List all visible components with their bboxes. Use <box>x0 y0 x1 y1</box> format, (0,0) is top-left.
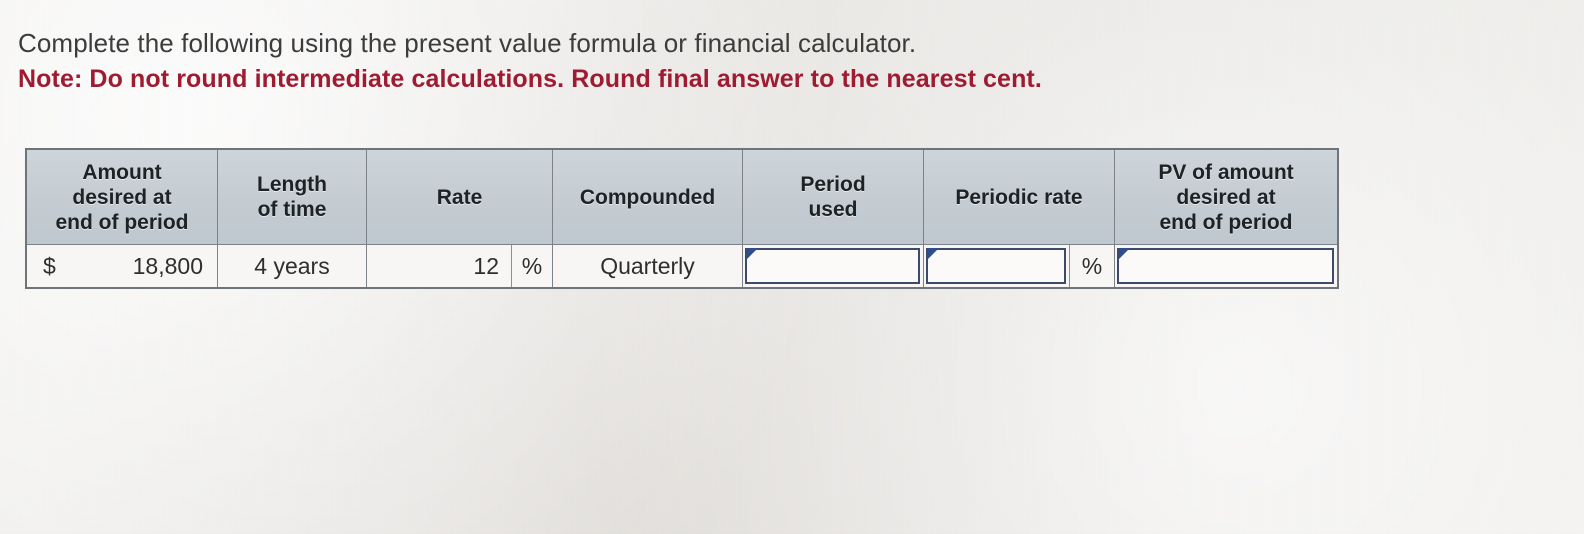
header-line: end of period <box>1159 210 1293 234</box>
cell-compounded: Quarterly <box>552 244 743 289</box>
table-header-row: Amount desired at end of period Length o… <box>25 148 1339 245</box>
column-header-pv-of-amount: PV of amount desired at end of period <box>1114 148 1339 245</box>
column-header-period-used: Period used <box>742 148 924 245</box>
worksheet-table-wrapper: Amount desired at end of period Length o… <box>25 148 1339 289</box>
compounded-value: Quarterly <box>600 252 695 279</box>
period-used-input[interactable] <box>747 250 918 282</box>
present-value-table: Amount desired at end of period Length o… <box>25 148 1339 289</box>
table-header: Amount desired at end of period Length o… <box>25 148 1339 245</box>
header-line: of time <box>257 198 327 221</box>
cell-period-used <box>742 244 924 289</box>
cell-pv-of-amount <box>1114 244 1339 289</box>
cell-length-of-time: 4 years <box>217 244 367 289</box>
periodic-rate-input[interactable] <box>928 250 1064 282</box>
header-line: desired at <box>72 185 172 209</box>
column-header-periodic-rate: Periodic rate <box>923 148 1115 245</box>
header-line: end of period <box>55 210 189 234</box>
column-header-length-of-time: Length of time <box>217 148 367 245</box>
header-line: Periodic rate <box>955 185 1083 209</box>
column-header-compounded: Compounded <box>552 148 743 245</box>
table-row: $ 18,800 4 years 12 % Quar <box>25 244 1339 289</box>
table-body: $ 18,800 4 years 12 % Quar <box>25 244 1339 289</box>
amount-cell-inner: $ 18,800 <box>27 245 217 287</box>
periodic-rate-input-box[interactable] <box>926 248 1066 284</box>
pv-input[interactable] <box>1119 250 1332 282</box>
period-used-cell-inner <box>743 245 923 287</box>
periodic-rate-percent-symbol: % <box>1069 245 1114 287</box>
header-line: Length <box>257 173 327 196</box>
period-used-input-box[interactable] <box>745 248 920 284</box>
rate-value: 12 <box>367 245 512 287</box>
instruction-text: Complete the following using the present… <box>18 28 917 58</box>
cell-periodic-rate: % <box>923 244 1115 289</box>
rate-cell-inner: 12 % <box>367 245 552 287</box>
header-line: Compounded <box>579 185 716 209</box>
header-line: PV of amount <box>1158 160 1294 184</box>
column-header-amount-desired: Amount desired at end of period <box>25 148 218 245</box>
header-line: Rate <box>436 185 483 209</box>
instructions-block: Complete the following using the present… <box>18 26 1418 95</box>
periodic-rate-cell-inner: % <box>924 245 1114 287</box>
header-line: Period <box>800 173 866 196</box>
amount-value: 18,800 <box>132 252 203 279</box>
cell-rate: 12 % <box>366 244 553 289</box>
header-line: desired at <box>1176 185 1276 209</box>
header-line: used <box>808 198 858 221</box>
header-line: Amount <box>82 160 162 184</box>
note-text: Note: Do not round intermediate calculat… <box>18 65 1042 93</box>
rate-percent-symbol: % <box>512 245 552 287</box>
pv-input-box[interactable] <box>1117 248 1334 284</box>
pv-cell-inner <box>1115 245 1337 287</box>
cell-amount-desired: $ 18,800 <box>25 244 218 289</box>
length-of-time-value: 4 years <box>254 252 330 279</box>
currency-symbol: $ <box>43 252 56 279</box>
column-header-rate: Rate <box>366 148 553 245</box>
